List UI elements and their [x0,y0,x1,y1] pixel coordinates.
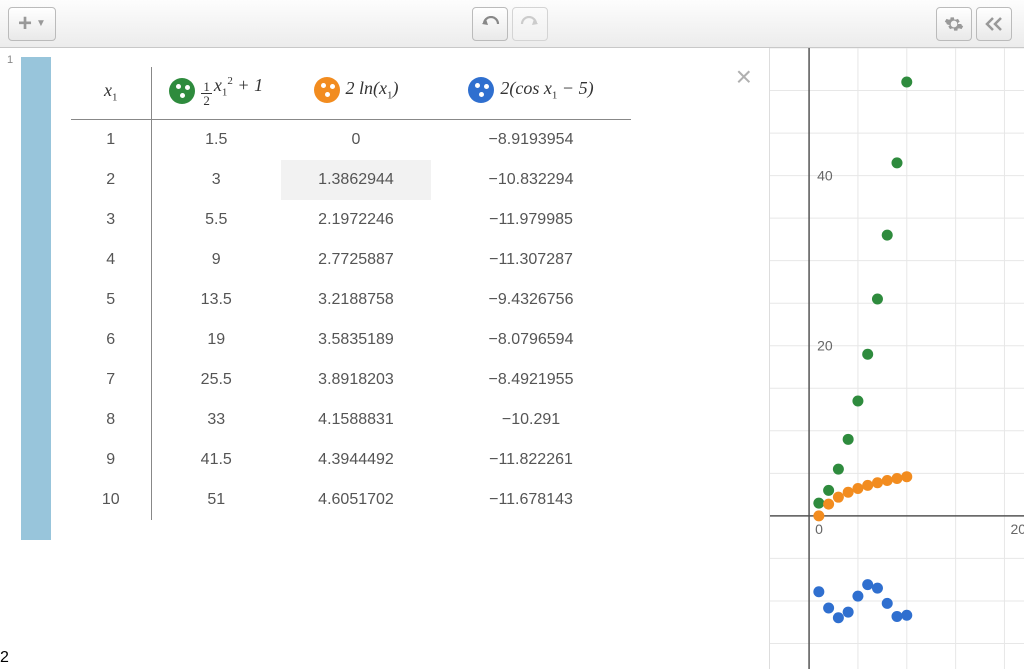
expression-index: 2 [0,649,20,667]
table-cell[interactable]: −11.979985 [431,200,631,240]
table-row: 8334.1588831−10.291 [71,400,631,440]
table-cell[interactable]: 25.5 [151,360,281,400]
table-cell[interactable]: −11.307287 [431,240,631,280]
table-row: 35.52.1972246−11.979985 [71,200,631,240]
table-cell[interactable]: 13.5 [151,280,281,320]
table-cell[interactable]: 3.8918203 [281,360,431,400]
active-indicator [21,57,51,540]
table-cell[interactable]: −8.9193954 [431,120,631,160]
plus-icon: + [18,10,32,38]
table-cell[interactable]: 1.5 [151,120,281,160]
table-cell[interactable]: 10 [71,480,151,520]
table-row: 231.3862944−10.832294 [71,160,631,200]
table-row: 10514.6051702−11.678143 [71,480,631,520]
series-color-icon-c[interactable] [468,77,494,103]
table-cell[interactable]: 9 [151,240,281,280]
toolbar: + ▼ [0,0,1024,48]
svg-text:0: 0 [815,521,823,537]
table-cell[interactable]: 3.2188758 [281,280,431,320]
settings-button[interactable] [936,7,972,41]
graph-area[interactable]: 0 20 20 40 [770,48,1024,669]
svg-text:20: 20 [817,338,833,354]
table-cell[interactable]: −11.678143 [431,480,631,520]
expression-gutter: 1 [0,48,20,669]
table-cell[interactable]: 4.1588831 [281,400,431,440]
table-cell[interactable]: 4.3944492 [281,440,431,480]
chevron-double-left-icon [984,16,1004,32]
table-cell[interactable]: 2 [71,160,151,200]
collapse-panel-button[interactable] [976,7,1012,41]
table-cell[interactable]: −8.4921955 [431,360,631,400]
table-cell[interactable]: 7 [71,360,151,400]
expression-index: 1 [0,48,20,78]
table-cell[interactable]: 4.6051702 [281,480,431,520]
table-row: 725.53.8918203−8.4921955 [71,360,631,400]
table-cell[interactable]: 51 [151,480,281,520]
table-cell[interactable]: 4 [71,240,151,280]
table-cell[interactable]: 5.5 [151,200,281,240]
undo-button[interactable] [472,7,508,41]
table-cell[interactable]: −10.291 [431,400,631,440]
add-expression-button[interactable]: + ▼ [8,7,56,41]
table-cell[interactable]: 2.1972246 [281,200,431,240]
table-cell[interactable]: −9.4326756 [431,280,631,320]
table-cell[interactable]: 5 [71,280,151,320]
gear-icon [944,14,964,34]
table-cell[interactable]: 2.7725887 [281,240,431,280]
table-cell[interactable]: 8 [71,400,151,440]
table-cell[interactable]: 6 [71,320,151,360]
table-cell[interactable]: 1 [71,120,151,160]
table-row: 492.7725887−11.307287 [71,240,631,280]
expression-panel: 1 × x1 [0,48,770,669]
graph-canvas: 0 20 20 40 [770,48,1024,669]
table-cell[interactable]: −11.822261 [431,440,631,480]
table-cell[interactable]: 3 [151,160,281,200]
table-cell[interactable]: 9 [71,440,151,480]
data-table: x1 12x12 + 1 [71,67,631,520]
table-cell[interactable]: −10.832294 [431,160,631,200]
svg-text:20: 20 [1010,521,1024,537]
series-color-icon-a[interactable] [169,78,195,104]
table-cell[interactable]: 0 [281,120,431,160]
table-row: 11.50−8.9193954 [71,120,631,160]
table-row: 941.54.3944492−11.822261 [71,440,631,480]
column-header-a[interactable]: 12x12 + 1 [151,67,281,120]
table-cell[interactable]: 41.5 [151,440,281,480]
redo-icon [520,16,540,32]
column-header-x[interactable]: x1 [71,67,151,120]
table-cell[interactable]: 33 [151,400,281,440]
table-cell[interactable]: 19 [151,320,281,360]
svg-text:40: 40 [817,168,833,184]
column-header-c[interactable]: 2(cos x1 − 5) [431,67,631,120]
table-cell[interactable]: −8.0796594 [431,320,631,360]
table-row: 6193.5835189−8.0796594 [71,320,631,360]
undo-icon [480,16,500,32]
redo-button[interactable] [512,7,548,41]
column-header-b[interactable]: 2 ln(x1) [281,67,431,120]
series-color-icon-b[interactable] [314,77,340,103]
table-cell[interactable]: 3 [71,200,151,240]
close-icon[interactable]: × [736,63,752,91]
table-cell[interactable]: 3.5835189 [281,320,431,360]
table-expression[interactable]: × x1 12x12 + 1 [50,56,759,541]
chevron-down-icon: ▼ [36,18,46,29]
table-cell[interactable]: 1.3862944 [281,160,431,200]
table-row: 513.53.2188758−9.4326756 [71,280,631,320]
